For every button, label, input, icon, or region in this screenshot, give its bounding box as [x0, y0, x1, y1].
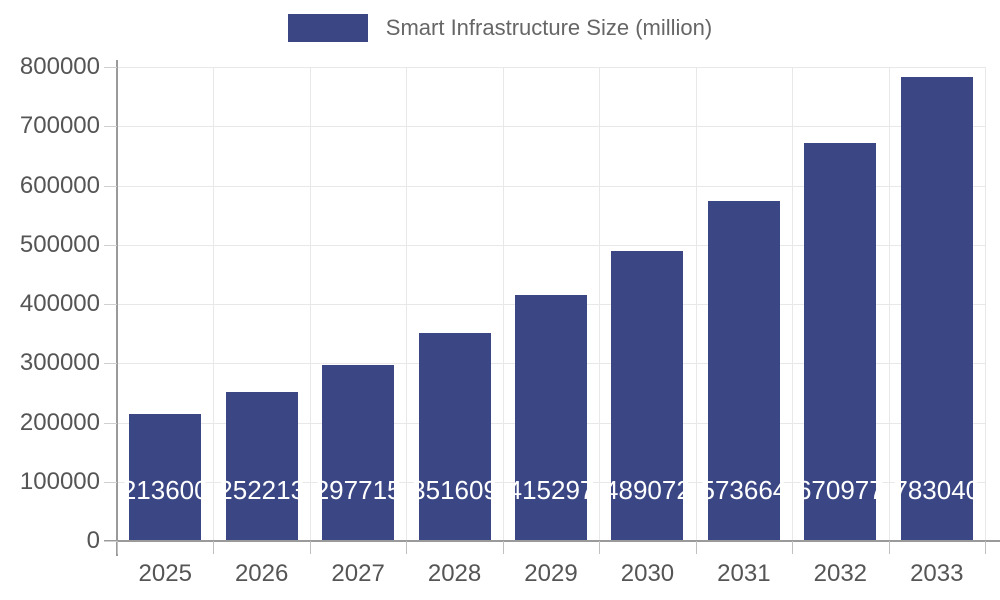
y-axis-tick-label: 600000 [19, 171, 100, 199]
y-axis-tick [104, 244, 117, 246]
x-axis-tick [985, 541, 986, 554]
x-axis-tick [792, 541, 793, 554]
x-axis-tick-label-2032: 2032 [813, 560, 868, 587]
x-axis-tick-label-2030: 2030 [620, 560, 675, 587]
x-axis-tick-label-2027: 2027 [331, 560, 385, 587]
legend-item-smart-infrastructure[interactable]: Smart Infrastructure Size (million) [287, 14, 713, 42]
y-axis-line [116, 60, 118, 556]
gridline-horizontal [117, 244, 985, 246]
y-axis-tick-label: 800000 [19, 53, 100, 80]
gridline-horizontal [117, 185, 985, 187]
bar-2032[interactable] [804, 143, 877, 541]
bar-2033[interactable] [900, 77, 973, 541]
y-axis-tick [104, 185, 117, 187]
y-axis-tick-label: 100000 [19, 467, 100, 495]
legend-swatch-icon [287, 14, 368, 42]
y-axis-tick-label: 0 [86, 527, 100, 554]
y-axis-tick-label: 200000 [19, 408, 100, 436]
x-axis-tick-label-2025: 2025 [138, 560, 192, 587]
x-axis-tick-label-2033: 2033 [910, 560, 964, 587]
gridline-vertical [985, 67, 986, 541]
gridline-vertical [213, 67, 214, 541]
plot-area: 213600 252213 297715 351609 415297 489072 5736… [117, 67, 986, 542]
y-axis-tick [104, 67, 117, 68]
x-axis-tick [503, 541, 504, 554]
x-axis-tick [117, 541, 118, 554]
gridline-horizontal [117, 126, 985, 128]
x-axis-tick-label-2031: 2031 [717, 560, 771, 587]
y-axis-tick-label: 400000 [19, 290, 100, 317]
gridline-vertical [599, 67, 600, 541]
x-axis-tick [599, 541, 600, 554]
gridline-horizontal [117, 67, 985, 68]
x-axis-tick [696, 541, 697, 554]
x-axis-tick [406, 541, 407, 554]
x-axis-tick [213, 541, 214, 554]
gridline-vertical [310, 67, 311, 541]
y-axis-tick [104, 126, 117, 128]
gridline-vertical [406, 67, 407, 541]
x-axis-tick [889, 541, 890, 554]
x-axis-tick-label-2029: 2029 [524, 560, 578, 587]
bar-2031[interactable] [707, 201, 780, 541]
y-axis-tick-label: 700000 [19, 112, 100, 140]
legend-item-label: Smart Infrastructure Size (million) [385, 15, 713, 40]
y-axis-tick-label: 500000 [19, 230, 100, 258]
y-axis-tick [104, 304, 117, 305]
x-axis-tick-label-2028: 2028 [427, 560, 482, 587]
gridline-vertical [792, 67, 793, 541]
gridline-vertical [889, 67, 890, 541]
y-axis-tick [104, 481, 117, 483]
bar-2028[interactable] [418, 332, 491, 541]
x-axis-tick-label-2026: 2026 [234, 560, 289, 587]
bar-2027[interactable] [322, 364, 395, 541]
x-axis-line [104, 540, 1000, 542]
chart-legend: Smart Infrastructure Size (million) [0, 14, 1000, 42]
y-axis-tick [104, 541, 117, 542]
bar-2026[interactable] [225, 391, 298, 541]
bar-2029[interactable] [515, 294, 587, 541]
y-axis-tick [104, 422, 117, 424]
gridline-vertical [696, 67, 697, 541]
y-axis-tick-label: 300000 [19, 349, 100, 377]
bar-2025[interactable] [129, 414, 202, 541]
bar-2030[interactable] [611, 251, 684, 541]
y-axis-tick [104, 363, 117, 365]
x-axis-tick [310, 541, 311, 554]
gridline-vertical [503, 67, 504, 541]
